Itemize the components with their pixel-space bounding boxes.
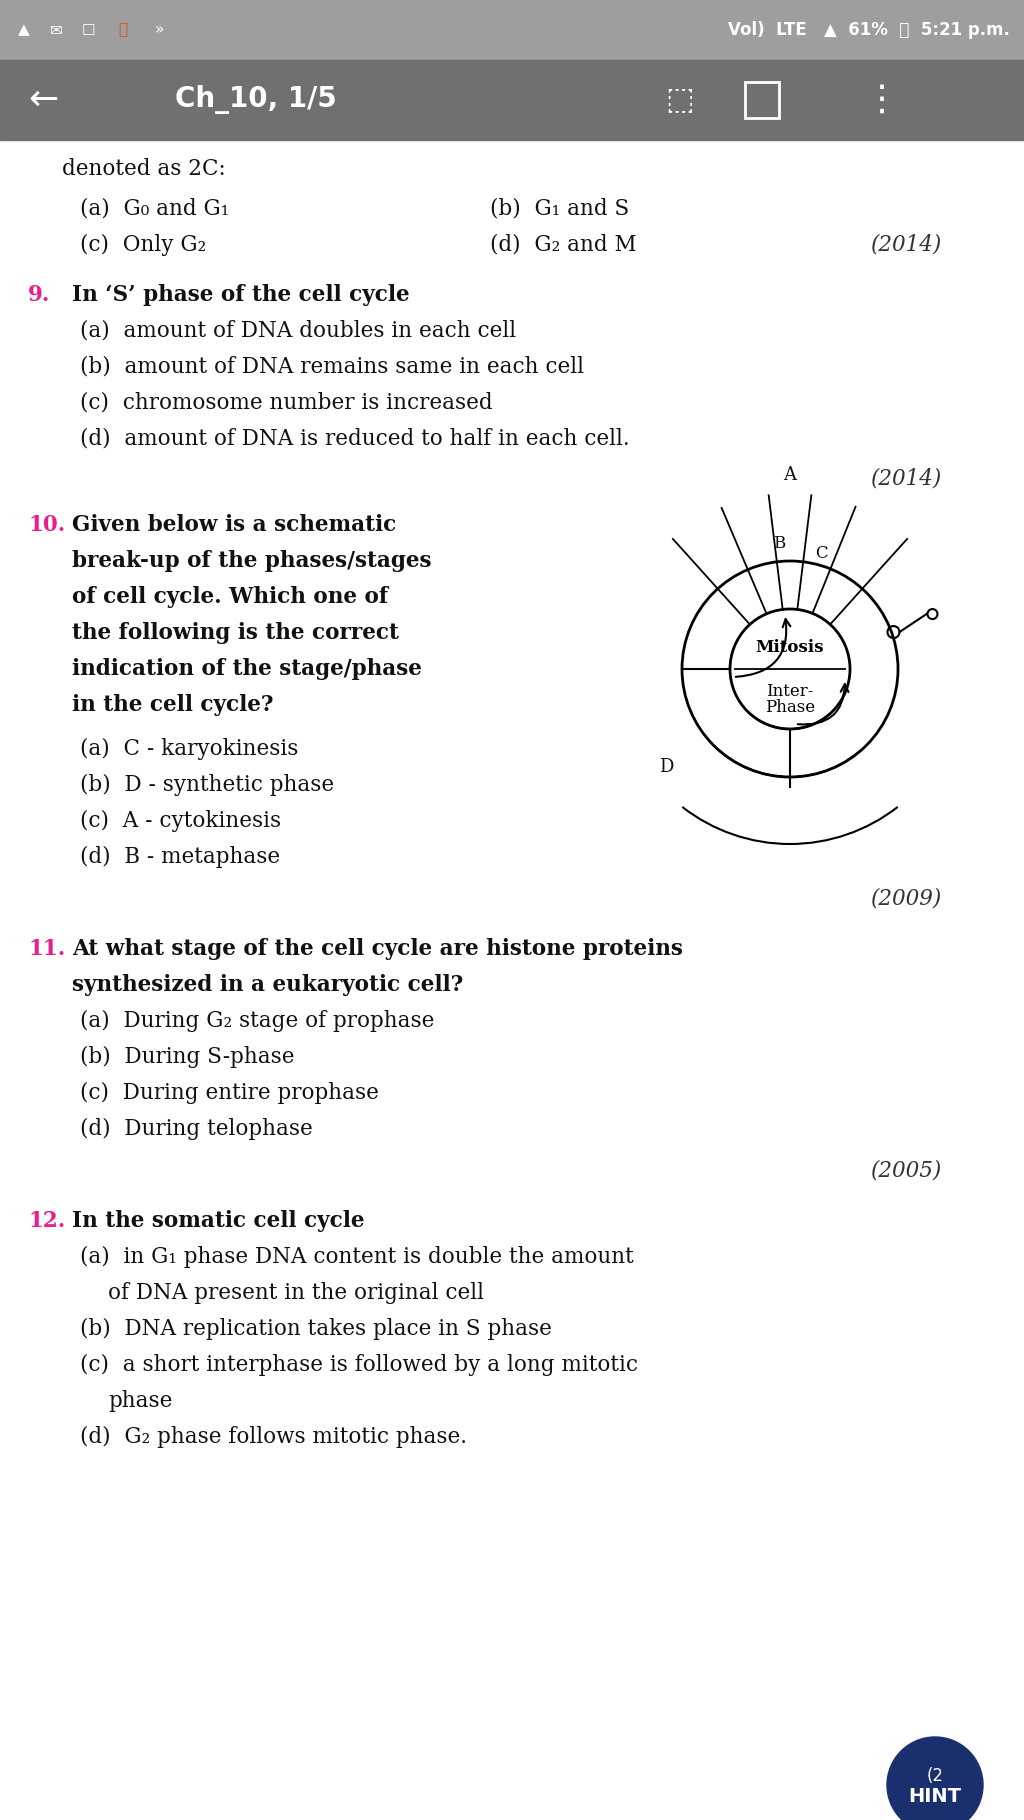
Text: (c)  During entire prophase: (c) During entire prophase bbox=[80, 1083, 379, 1105]
Text: Mitosis: Mitosis bbox=[756, 639, 824, 655]
Text: (c)  A - cytokinesis: (c) A - cytokinesis bbox=[80, 810, 282, 832]
Text: the following is the correct: the following is the correct bbox=[72, 622, 399, 644]
Text: A: A bbox=[783, 466, 797, 484]
Text: ⬚: ⬚ bbox=[666, 86, 694, 115]
Text: denoted as 2C:: denoted as 2C: bbox=[62, 158, 225, 180]
Text: of DNA present in the original cell: of DNA present in the original cell bbox=[108, 1281, 484, 1303]
Text: (2014): (2014) bbox=[870, 468, 941, 490]
Text: (d)  B - metaphase: (d) B - metaphase bbox=[80, 846, 281, 868]
Text: (c)  chromosome number is increased: (c) chromosome number is increased bbox=[80, 391, 493, 413]
Text: (b)  DNA replication takes place in S phase: (b) DNA replication takes place in S pha… bbox=[80, 1318, 552, 1340]
Text: (a)  amount of DNA doubles in each cell: (a) amount of DNA doubles in each cell bbox=[80, 320, 516, 342]
Text: »: » bbox=[155, 22, 164, 38]
Text: HINT: HINT bbox=[908, 1787, 962, 1807]
FancyArrowPatch shape bbox=[736, 619, 791, 677]
Text: (2005): (2005) bbox=[870, 1159, 941, 1181]
Text: (2014): (2014) bbox=[870, 235, 941, 257]
Text: 11.: 11. bbox=[28, 937, 66, 959]
Bar bbox=[0, 60, 1024, 140]
Text: ☐: ☐ bbox=[82, 22, 95, 38]
Text: (2: (2 bbox=[927, 1767, 943, 1785]
Text: 9.: 9. bbox=[28, 284, 50, 306]
Text: (d)  During telophase: (d) During telophase bbox=[80, 1117, 312, 1139]
Text: Phase: Phase bbox=[765, 699, 815, 715]
Text: (d)  G₂ phase follows mitotic phase.: (d) G₂ phase follows mitotic phase. bbox=[80, 1427, 467, 1449]
Text: Ch_10, 1/5: Ch_10, 1/5 bbox=[175, 86, 337, 115]
Text: (c)  a short interphase is followed by a long mitotic: (c) a short interphase is followed by a … bbox=[80, 1354, 638, 1376]
Text: B: B bbox=[773, 535, 785, 551]
Text: (b)  D - synthetic phase: (b) D - synthetic phase bbox=[80, 774, 334, 795]
Circle shape bbox=[887, 1736, 983, 1820]
Text: 🔴: 🔴 bbox=[118, 22, 127, 38]
Text: ▲: ▲ bbox=[18, 22, 30, 38]
Text: Given below is a schematic: Given below is a schematic bbox=[72, 513, 396, 537]
Text: (a)  G₀ and G₁: (a) G₀ and G₁ bbox=[80, 198, 229, 220]
Text: In the somatic cell cycle: In the somatic cell cycle bbox=[72, 1210, 365, 1232]
Text: (b)  During S-phase: (b) During S-phase bbox=[80, 1046, 295, 1068]
Text: (d)  amount of DNA is reduced to half in each cell.: (d) amount of DNA is reduced to half in … bbox=[80, 428, 630, 450]
Text: (a)  During G₂ stage of prophase: (a) During G₂ stage of prophase bbox=[80, 1010, 434, 1032]
Text: C: C bbox=[815, 544, 827, 562]
FancyArrowPatch shape bbox=[798, 684, 849, 724]
Text: ⋮: ⋮ bbox=[864, 84, 900, 116]
Text: phase: phase bbox=[108, 1390, 172, 1412]
Text: (d)  G₂ and M: (d) G₂ and M bbox=[490, 235, 637, 257]
Text: (a)  C - karyokinesis: (a) C - karyokinesis bbox=[80, 737, 298, 761]
Text: (a)  in G₁ phase DNA content is double the amount: (a) in G₁ phase DNA content is double th… bbox=[80, 1247, 634, 1269]
Text: synthesized in a eukaryotic cell?: synthesized in a eukaryotic cell? bbox=[72, 974, 463, 996]
Text: (c)  Only G₂: (c) Only G₂ bbox=[80, 235, 206, 257]
Text: 12.: 12. bbox=[28, 1210, 66, 1232]
Text: At what stage of the cell cycle are histone proteins: At what stage of the cell cycle are hist… bbox=[72, 937, 683, 959]
Bar bbox=[0, 0, 1024, 60]
Text: indication of the stage/phase: indication of the stage/phase bbox=[72, 659, 422, 681]
Text: (2009): (2009) bbox=[870, 888, 941, 910]
Text: Vol)  LTE   ▲  61%  🔋  5:21 p.m.: Vol) LTE ▲ 61% 🔋 5:21 p.m. bbox=[728, 22, 1010, 38]
Text: Inter-: Inter- bbox=[766, 682, 814, 701]
Text: (b)  G₁ and S: (b) G₁ and S bbox=[490, 198, 630, 220]
Text: break-up of the phases/stages: break-up of the phases/stages bbox=[72, 550, 431, 571]
Text: ←: ← bbox=[28, 84, 58, 116]
Text: (b)  amount of DNA remains same in each cell: (b) amount of DNA remains same in each c… bbox=[80, 357, 584, 379]
Text: In ‘S’ phase of the cell cycle: In ‘S’ phase of the cell cycle bbox=[72, 284, 410, 306]
Text: D: D bbox=[658, 757, 673, 775]
Text: in the cell cycle?: in the cell cycle? bbox=[72, 693, 273, 715]
Text: 10.: 10. bbox=[28, 513, 66, 537]
Text: of cell cycle. Which one of: of cell cycle. Which one of bbox=[72, 586, 388, 608]
Text: ✉: ✉ bbox=[50, 22, 62, 38]
